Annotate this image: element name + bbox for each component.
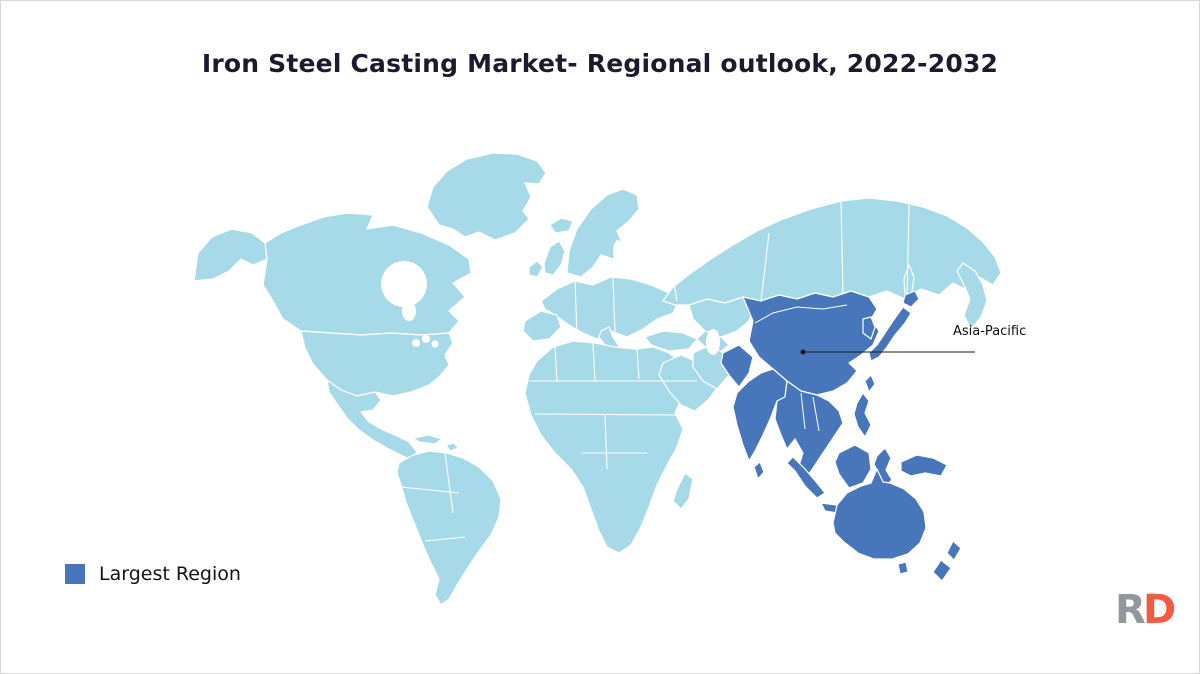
logo-letter-r: R [1115, 591, 1146, 633]
island-tasmania [897, 561, 909, 575]
logo-letter-d: D [1143, 591, 1176, 633]
landmass-canada [262, 212, 472, 336]
landmass-uk [543, 240, 566, 276]
landmass-kazakhstan [688, 296, 754, 338]
baltic-sea [613, 240, 623, 262]
landmass-scandinavia [566, 188, 640, 278]
landmass-sri-lanka [753, 461, 765, 480]
landmass-greenland [426, 152, 547, 241]
island-sulawesi [873, 447, 893, 488]
great-lake [431, 340, 439, 348]
landmass-alaska [193, 228, 268, 282]
landmass-iceland [549, 217, 574, 234]
landmass-usa [300, 330, 454, 397]
island-taiwan [864, 374, 876, 393]
island-new-guinea [900, 454, 948, 477]
island-new-zealand-south [932, 559, 952, 582]
landmass-russia [662, 197, 1002, 306]
great-lake [422, 335, 430, 343]
brand-logo: R D [1115, 591, 1176, 633]
landmass-cuba [412, 434, 443, 445]
map-base-regions [193, 152, 1002, 606]
legend-swatch-rect [65, 564, 85, 584]
landmass-iberia [522, 310, 562, 342]
legend-label: Largest Region [99, 563, 241, 585]
region-asia-pacific [720, 290, 962, 582]
islands-japan [868, 306, 912, 362]
islands-philippines [853, 392, 872, 438]
great-lake [412, 339, 420, 347]
page-title: Iron Steel Casting Market- Regional outl… [201, 49, 999, 78]
landmass-mexico-central-america [326, 379, 418, 461]
landmass-turkey [644, 330, 698, 352]
legend: Largest Region [65, 563, 241, 585]
landmass-madagascar [672, 472, 694, 510]
landmass-south-america [396, 450, 502, 606]
black-sea [658, 316, 688, 330]
annotation-callout [800, 349, 975, 355]
landmass-africa [524, 340, 700, 554]
landmass-australia [832, 468, 927, 560]
hudson-bay [381, 261, 427, 307]
landmass-southeast-asia [774, 380, 844, 482]
annotation-label: Asia-Pacific [953, 324, 1027, 339]
landmass-kamchatka [956, 262, 988, 330]
landmass-hispaniola [445, 442, 459, 452]
caspian-sea [706, 329, 720, 355]
landmass-korea [862, 316, 876, 340]
landmass-pakistan [720, 344, 754, 388]
highlight-border-lines [754, 304, 848, 432]
lakes-and-seas [381, 240, 720, 355]
james-bay [402, 301, 416, 321]
island-sumatra [786, 456, 826, 499]
landmass-ireland [528, 260, 544, 278]
island-borneo [834, 444, 872, 489]
island-hokkaido [902, 290, 920, 308]
legend-swatch [65, 564, 85, 584]
island-new-zealand-north [946, 540, 962, 561]
landmass-india [732, 368, 788, 462]
country-border-lines [400, 200, 910, 542]
annotation-dot [800, 349, 806, 355]
